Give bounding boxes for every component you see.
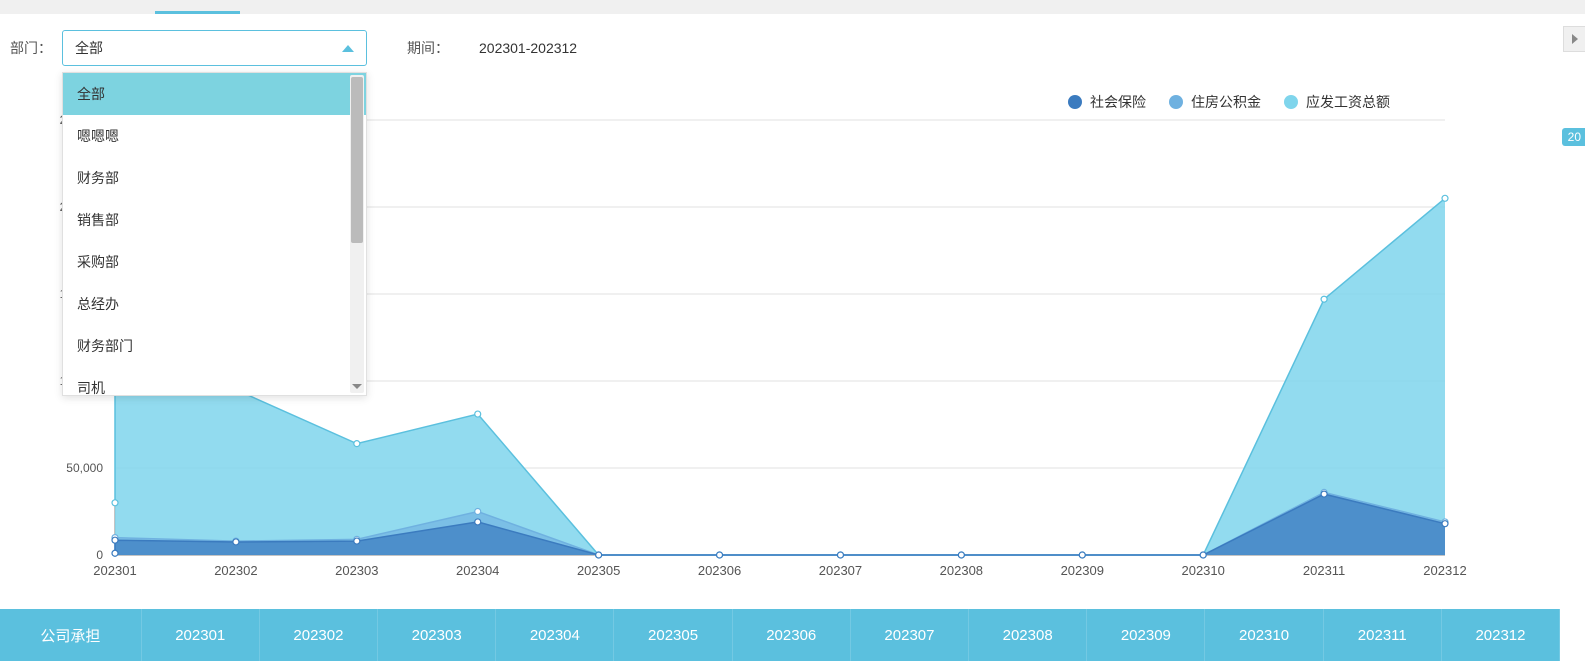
summary-row-label: 公司承担 xyxy=(0,609,142,661)
summary-column-header: 202312 xyxy=(1442,609,1560,661)
side-tag[interactable]: 20 xyxy=(1562,128,1585,146)
svg-text:202307: 202307 xyxy=(819,563,862,578)
svg-text:202301: 202301 xyxy=(93,563,136,578)
summary-column-header: 202303 xyxy=(378,609,496,661)
svg-text:住房公积金: 住房公积金 xyxy=(1191,94,1261,110)
dropdown-list: 全部嗯嗯嗯财务部销售部采购部总经办财务部门司机 xyxy=(63,73,366,395)
period-value: 202301-202312 xyxy=(479,40,577,56)
summary-column-header: 202304 xyxy=(496,609,614,661)
scrollbar-thumb[interactable] xyxy=(351,77,363,243)
summary-column-header: 202306 xyxy=(733,609,851,661)
dropdown-option[interactable]: 销售部 xyxy=(63,199,366,241)
svg-text:202312: 202312 xyxy=(1423,563,1466,578)
svg-text:202303: 202303 xyxy=(335,563,378,578)
summary-column-header: 202308 xyxy=(969,609,1087,661)
svg-text:202308: 202308 xyxy=(940,563,983,578)
dropdown-option[interactable]: 财务部 xyxy=(63,157,366,199)
svg-text:社会保险: 社会保险 xyxy=(1090,94,1146,110)
chevron-down-icon xyxy=(352,384,362,389)
tab-strip xyxy=(0,0,1585,14)
dropdown-option[interactable]: 财务部门 xyxy=(63,325,366,367)
svg-text:202310: 202310 xyxy=(1181,563,1224,578)
summary-column-header: 202301 xyxy=(142,609,260,661)
dropdown-option[interactable]: 司机 xyxy=(63,367,366,395)
svg-text:202302: 202302 xyxy=(214,563,257,578)
period-label: 期间： xyxy=(407,38,449,58)
department-label: 部门： xyxy=(10,38,52,58)
dropdown-option[interactable]: 全部 xyxy=(63,73,366,115)
svg-text:202311: 202311 xyxy=(1303,563,1345,578)
dropdown-scrollbar[interactable] xyxy=(350,75,364,393)
summary-column-header: 202302 xyxy=(260,609,378,661)
svg-text:202309: 202309 xyxy=(1061,563,1104,578)
svg-text:0: 0 xyxy=(96,548,103,562)
svg-text:202304: 202304 xyxy=(456,563,499,578)
chevron-up-icon xyxy=(342,45,354,52)
department-dropdown: 全部嗯嗯嗯财务部销售部采购部总经办财务部门司机 xyxy=(62,72,367,396)
summary-table-header: 公司承担202301202302202303202304202305202306… xyxy=(0,609,1560,661)
dropdown-option[interactable]: 总经办 xyxy=(63,283,366,325)
dropdown-option[interactable]: 嗯嗯嗯 xyxy=(63,115,366,157)
department-select-value: 全部 xyxy=(75,38,103,58)
summary-column-header: 202307 xyxy=(851,609,969,661)
summary-column-header: 202310 xyxy=(1205,609,1323,661)
summary-column-header: 202309 xyxy=(1087,609,1205,661)
department-select[interactable]: 全部 xyxy=(62,30,367,66)
summary-column-header: 202305 xyxy=(614,609,732,661)
dropdown-option[interactable]: 采购部 xyxy=(63,241,366,283)
svg-text:202305: 202305 xyxy=(577,563,620,578)
filter-bar: 部门： 全部 全部嗯嗯嗯财务部销售部采购部总经办财务部门司机 期间： 20230… xyxy=(0,14,1585,66)
svg-text:50,000: 50,000 xyxy=(66,461,103,475)
svg-text:202306: 202306 xyxy=(698,563,741,578)
svg-text:应发工资总额: 应发工资总额 xyxy=(1306,94,1390,110)
department-select-wrap: 全部 全部嗯嗯嗯财务部销售部采购部总经办财务部门司机 xyxy=(62,30,367,66)
summary-column-header: 202311 xyxy=(1324,609,1442,661)
